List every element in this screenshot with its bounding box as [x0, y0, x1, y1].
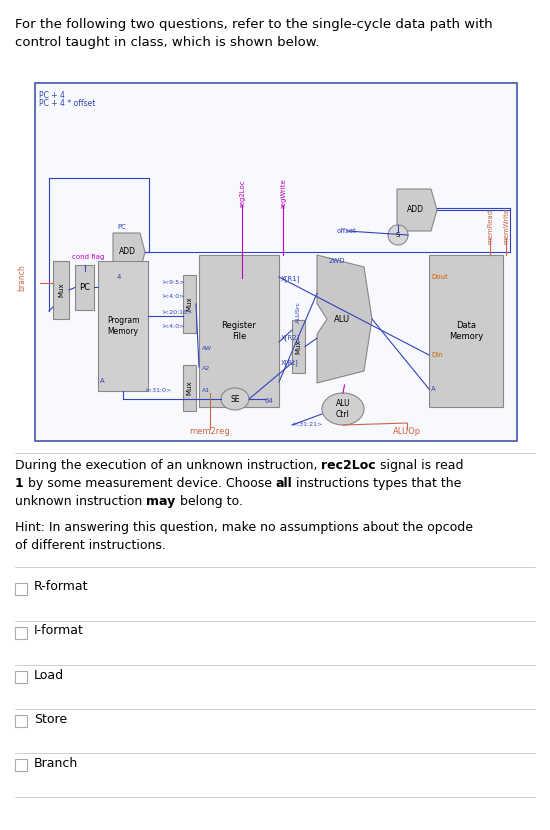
Text: I<31:0>: I<31:0>	[145, 388, 171, 393]
Text: I<4:0>: I<4:0>	[162, 325, 184, 330]
FancyBboxPatch shape	[53, 261, 69, 319]
Text: Load: Load	[34, 668, 64, 681]
Text: PC + 4 * offset: PC + 4 * offset	[39, 99, 95, 108]
Text: Mux: Mux	[58, 283, 64, 297]
FancyBboxPatch shape	[75, 265, 94, 310]
Polygon shape	[397, 189, 437, 231]
FancyBboxPatch shape	[98, 261, 148, 391]
Text: A1: A1	[202, 388, 210, 393]
Text: Data
Memory: Data Memory	[449, 321, 483, 340]
Text: PC: PC	[117, 224, 126, 230]
Text: offset: offset	[337, 228, 357, 234]
Text: memWrite: memWrite	[503, 208, 509, 244]
Text: ADD: ADD	[118, 247, 135, 256]
Text: A2: A2	[202, 367, 210, 372]
Text: instructions types that the: instructions types that the	[293, 477, 462, 490]
Ellipse shape	[221, 388, 249, 410]
Text: may: may	[146, 495, 175, 508]
FancyBboxPatch shape	[429, 255, 503, 407]
Ellipse shape	[322, 393, 364, 425]
Polygon shape	[317, 255, 372, 383]
Text: 1: 1	[15, 477, 24, 490]
Text: Mux: Mux	[186, 381, 192, 395]
Text: I-format: I-format	[34, 624, 84, 637]
Text: ALU
Ctrl: ALU Ctrl	[336, 399, 350, 418]
Text: by some measurement device. Choose: by some measurement device. Choose	[24, 477, 276, 490]
Polygon shape	[113, 233, 145, 271]
Text: ALU: ALU	[333, 315, 350, 324]
FancyBboxPatch shape	[15, 759, 27, 771]
Text: control taught in class, which is shown below.: control taught in class, which is shown …	[15, 36, 320, 49]
Text: ALUOp: ALUOp	[393, 427, 421, 436]
Text: rec2Loc: rec2Loc	[322, 459, 376, 472]
FancyBboxPatch shape	[15, 627, 27, 639]
Text: A: A	[100, 378, 104, 384]
Text: regWrite: regWrite	[280, 178, 286, 208]
Text: I<4:0>: I<4:0>	[162, 295, 184, 300]
Text: all: all	[276, 477, 293, 490]
Text: 2WD: 2WD	[329, 258, 345, 264]
FancyBboxPatch shape	[183, 365, 196, 411]
Text: of different instructions.: of different instructions.	[15, 539, 166, 552]
Text: Mux: Mux	[295, 339, 301, 354]
FancyBboxPatch shape	[15, 671, 27, 683]
Text: Din: Din	[431, 352, 443, 358]
Text: memRead: memRead	[487, 208, 493, 243]
Text: ALUSrc: ALUSrc	[296, 301, 301, 323]
Text: PC: PC	[79, 283, 90, 292]
Text: Hint: In answering this question, make no assumptions about the opcode: Hint: In answering this question, make n…	[15, 521, 473, 534]
Text: For the following two questions, refer to the single-cycle data path with: For the following two questions, refer t…	[15, 18, 493, 31]
FancyBboxPatch shape	[35, 83, 517, 441]
Text: AW: AW	[202, 346, 212, 351]
Text: X[Rt]: X[Rt]	[281, 359, 299, 366]
Text: 4: 4	[117, 274, 122, 280]
Text: Store: Store	[34, 712, 67, 725]
Text: PC + 4: PC + 4	[39, 91, 65, 100]
Text: S: S	[396, 232, 400, 238]
Text: Register
File: Register File	[222, 321, 256, 340]
FancyBboxPatch shape	[15, 583, 27, 595]
Text: cond flag: cond flag	[72, 254, 104, 260]
Text: unknown instruction: unknown instruction	[15, 495, 146, 508]
Text: I<20:16>: I<20:16>	[162, 310, 192, 315]
Text: X[R1]: X[R1]	[281, 276, 300, 282]
Text: reg2Loc: reg2Loc	[239, 179, 245, 207]
Text: 64: 64	[265, 398, 273, 404]
Text: I<9:5>: I<9:5>	[162, 281, 184, 286]
Text: ADD: ADD	[406, 206, 424, 214]
FancyBboxPatch shape	[292, 320, 305, 373]
FancyBboxPatch shape	[15, 715, 27, 727]
Text: During the execution of an unknown instruction,: During the execution of an unknown instr…	[15, 459, 322, 472]
Text: X[R2]: X[R2]	[281, 334, 300, 341]
FancyBboxPatch shape	[199, 255, 279, 407]
Text: A: A	[431, 386, 436, 392]
Text: mem2reg: mem2reg	[190, 427, 230, 436]
Text: Dout: Dout	[431, 274, 448, 280]
Text: SE: SE	[230, 394, 240, 403]
Text: Mux: Mux	[186, 296, 192, 311]
Text: Branch: Branch	[34, 756, 78, 769]
FancyBboxPatch shape	[183, 275, 196, 333]
Text: belong to.: belong to.	[175, 495, 243, 508]
Text: I<31:21>: I<31:21>	[292, 422, 322, 427]
Circle shape	[388, 225, 408, 245]
Text: signal is read: signal is read	[376, 459, 464, 472]
Text: branch: branch	[18, 265, 26, 291]
Text: Program
Memory: Program Memory	[107, 316, 139, 335]
Text: R-format: R-format	[34, 580, 89, 593]
